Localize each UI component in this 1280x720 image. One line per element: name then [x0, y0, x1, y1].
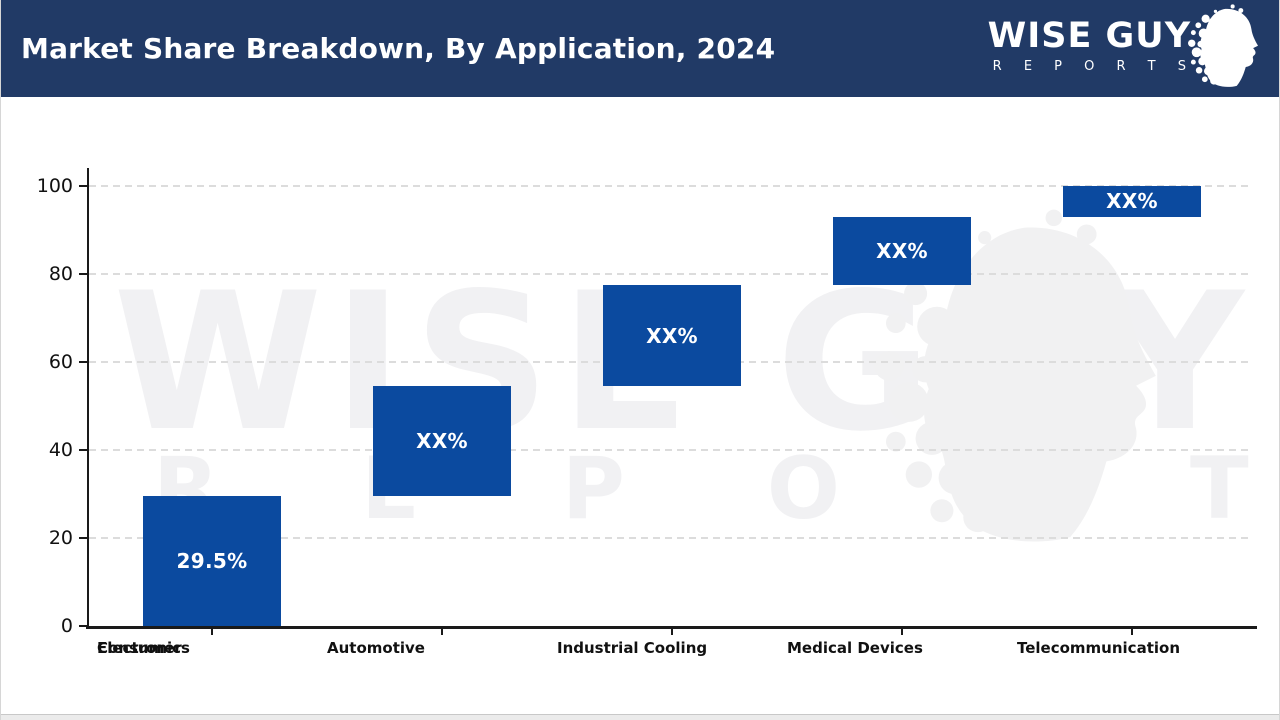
- x-tick-mark: [1131, 628, 1133, 635]
- y-tick-label: 100: [36, 175, 73, 197]
- gridline: [89, 185, 1253, 187]
- bar: XX%: [603, 285, 741, 387]
- y-tick-label: 40: [48, 439, 73, 461]
- bar: XX%: [373, 386, 511, 497]
- gridline: [89, 537, 1253, 539]
- bar: XX%: [1063, 186, 1201, 217]
- y-tick-mark: [79, 537, 87, 539]
- logo: WISE GUY R E P O R T S: [984, 16, 1195, 76]
- y-tick-label: 60: [48, 351, 73, 373]
- y-tick-mark: [79, 273, 87, 275]
- x-axis-line: [86, 626, 1257, 629]
- y-tick-mark: [79, 185, 87, 187]
- gridline: [89, 273, 1253, 275]
- bottom-border: [1, 714, 1279, 720]
- y-tick-mark: [79, 449, 87, 451]
- y-axis-line: [87, 168, 89, 628]
- x-tick-mark: [211, 628, 213, 635]
- bar-label: XX%: [876, 238, 928, 263]
- x-tick-mark: [441, 628, 443, 635]
- y-tick-label: 20: [48, 527, 73, 549]
- x-tick-mark: [671, 628, 673, 635]
- y-tick-mark: [79, 625, 87, 627]
- y-tick-mark: [79, 361, 87, 363]
- y-tick-label: 0: [60, 615, 73, 637]
- bar-label: 29.5%: [176, 549, 248, 574]
- bar: XX%: [833, 216, 971, 285]
- bar: 29.5%: [143, 496, 281, 626]
- page-title: Market Share Breakdown, By Application, …: [21, 32, 776, 65]
- y-tick-label: 80: [48, 263, 73, 285]
- bar-label: XX%: [1106, 189, 1158, 214]
- x-tick-mark: [901, 628, 903, 635]
- logo-wordmark: WISE GUY: [987, 16, 1192, 56]
- logo-head-icon: [1171, 4, 1273, 94]
- bar-label: XX%: [646, 323, 698, 348]
- bar-label: XX%: [416, 429, 468, 454]
- header-bar: Market Share Breakdown, By Application, …: [1, 0, 1279, 97]
- gridline: [89, 449, 1253, 451]
- logo-subtitle: R E P O R T S: [992, 59, 1195, 74]
